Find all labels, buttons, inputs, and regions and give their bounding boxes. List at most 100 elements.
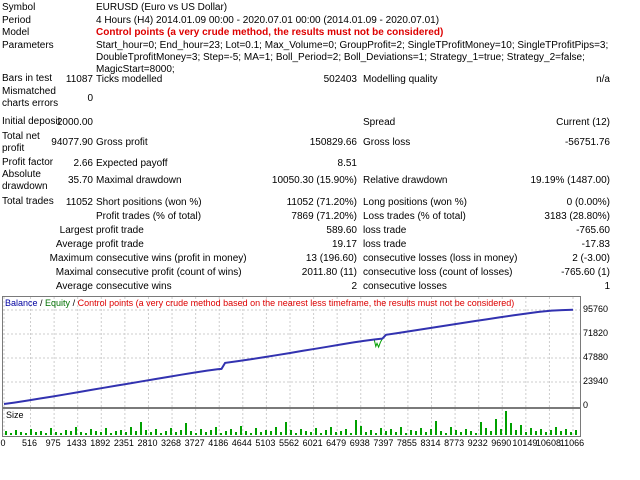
size-bar [395, 432, 397, 435]
size-bar [410, 430, 412, 435]
row-value: 94077.90 [51, 137, 93, 148]
row-label: Symbol [2, 2, 36, 13]
size-bar [270, 431, 272, 435]
x-axis-tick-label: 516 [22, 438, 38, 448]
metric-label-1: Start_hour=0; End_hour=23; Lot=0.1; Max_… [96, 40, 609, 75]
row-value: 2000.00 [56, 117, 93, 128]
size-bar [525, 432, 527, 435]
row-label: Profit factor [2, 157, 54, 168]
metric-value-2: 2 (-3.00) [572, 253, 610, 264]
metric-value-1: 2011.80 (11) [301, 267, 357, 278]
size-bar [475, 433, 477, 435]
size-bar [415, 431, 417, 435]
size-bar [560, 431, 562, 435]
row-value: Average [55, 281, 93, 292]
x-axis-tick-label: 9690 [491, 438, 512, 448]
size-bar [40, 431, 42, 435]
metric-label-1: consecutive wins (profit in money) [96, 253, 247, 264]
size-bar [540, 429, 542, 435]
metric-label-2: Loss trades (% of total) [363, 211, 466, 222]
size-bar [160, 433, 162, 435]
metric-value-1: 2 [351, 281, 357, 292]
balance-equity-chart [2, 296, 581, 408]
row-label: Period [2, 15, 31, 26]
size-bar [355, 420, 357, 435]
size-bar [365, 432, 367, 435]
size-bar [565, 429, 567, 435]
size-bar [370, 430, 372, 435]
y-axis-tick-label: 71820 [583, 328, 609, 338]
row-label: Bars in test [2, 73, 53, 84]
report-row-bars-in-test: Bars in test 11087 Ticks modelled 502403 Mod… [0, 73, 640, 86]
legend-note: Control points (a very crude method base… [77, 298, 515, 308]
report-row-parameters: Parameters Start_hour=0; End_hour=23; Lot… [0, 40, 640, 75]
size-bar [155, 429, 157, 435]
size-bar [250, 433, 252, 435]
size-bar [100, 432, 102, 435]
x-axis-tick-label: 5562 [278, 438, 299, 448]
size-bar [240, 426, 242, 435]
size-bar [110, 433, 112, 435]
size-panel [2, 408, 581, 437]
x-axis-tick-label: 1892 [90, 438, 111, 448]
report-row-total-net-profit: Total net profit 94077.90 Gross profit 1508… [0, 131, 640, 155]
x-axis-tick-label: 8314 [420, 438, 441, 448]
size-bar [220, 433, 222, 435]
metric-value-2: -56751.76 [564, 137, 610, 148]
report-row: Maximal consecutive profit (count of wins… [0, 266, 640, 279]
row-label: Initial deposit [2, 116, 61, 127]
metric-label-2: loss trade [363, 239, 407, 250]
size-bar [510, 423, 512, 435]
y-axis-tick-label: 23940 [583, 376, 609, 386]
x-axis-tick-label: 4186 [208, 438, 229, 448]
row-label: Absolute drawdown [2, 169, 48, 192]
size-bar [105, 428, 107, 435]
metric-label-2: Gross loss [363, 137, 411, 148]
metric-label-1: 4 Hours (H4) 2014.01.09 00:00 - 2020.07.… [96, 15, 440, 26]
size-bar [90, 429, 92, 435]
legend-equity-label: Equity [45, 298, 71, 308]
metric-value-2: Current (12) [556, 117, 610, 128]
row-value: 11052 [65, 197, 93, 208]
x-axis-tick-label: 4644 [231, 438, 252, 448]
size-bar [230, 429, 232, 435]
size-bar [150, 432, 152, 435]
report-row: Average profit trade 19.17 loss trade -17.83 [0, 238, 640, 251]
metric-value-1: 10050.30 (15.90%) [271, 175, 357, 186]
size-label: Size [6, 410, 24, 420]
report-row: Average consecutive wins 2 consecutive loss… [0, 280, 640, 293]
size-bar [375, 433, 377, 435]
legend-balance-label: Balance [5, 298, 38, 308]
metric-value-2: 3183 (28.80%) [544, 211, 610, 222]
size-chart-svg [3, 409, 577, 436]
size-bar [425, 432, 427, 435]
report-row-mismatched-charts-errors: Mismatched charts errors 0 [0, 86, 640, 112]
metric-value-1: 11052 (71.20%) [286, 197, 357, 208]
metric-value-2: n/a [596, 74, 610, 85]
metric-label-2: Long positions (won %) [363, 197, 467, 208]
metric-label-1: Expected payoff [96, 158, 168, 169]
size-bar [45, 433, 47, 435]
size-bar [5, 431, 7, 435]
size-bar [340, 431, 342, 435]
metric-value-1: 589.60 [326, 225, 357, 236]
size-bar [175, 432, 177, 435]
x-axis-tick-label: 8773 [444, 438, 465, 448]
report-row: Largest profit trade 589.60 loss trade -765.… [0, 224, 640, 237]
metric-label-2: Spread [363, 117, 396, 128]
x-axis-tick-label: 6021 [302, 438, 323, 448]
report-row-absolute-drawdown: Absolute drawdown 35.70 Maximal drawdown 10… [0, 169, 640, 193]
balance-chart-svg [3, 297, 580, 407]
metric-value-1: 8.51 [337, 158, 357, 169]
size-bar [20, 432, 22, 435]
x-axis-tick-label: 6938 [349, 438, 370, 448]
x-axis-tick-label: 3727 [184, 438, 205, 448]
x-axis-tick-label: 5103 [255, 438, 276, 448]
metric-value-2: 1 [604, 281, 610, 292]
size-bar [380, 428, 382, 435]
size-bar [115, 431, 117, 435]
size-bar [335, 432, 337, 435]
size-bar [440, 431, 442, 435]
size-bar [535, 431, 537, 435]
size-bar [455, 430, 457, 435]
